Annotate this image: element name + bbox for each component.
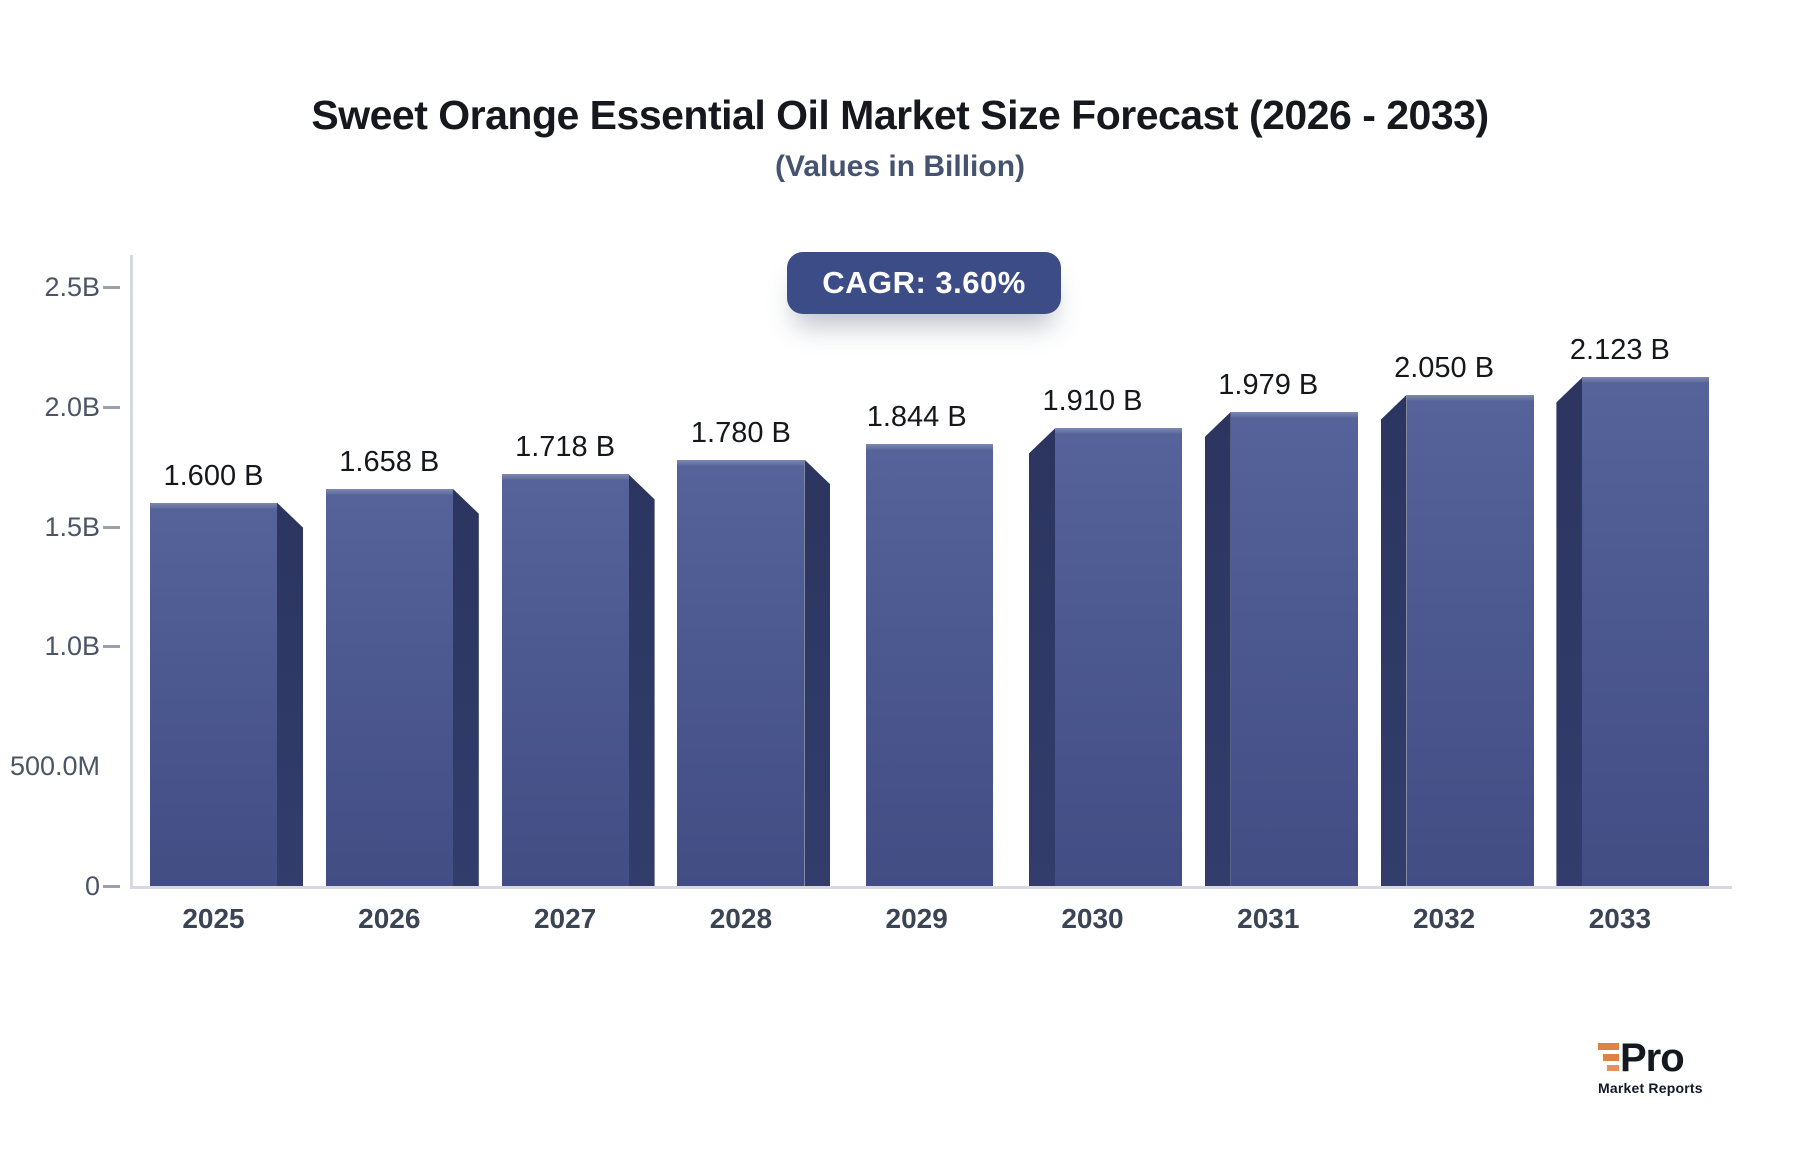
chart-title: Sweet Orange Essential Oil Market Size F… bbox=[311, 92, 1489, 138]
bar bbox=[1204, 411, 1358, 886]
bar bbox=[677, 459, 831, 886]
bar-face bbox=[1582, 377, 1710, 886]
logo-tagline: Market Reports bbox=[1598, 1080, 1703, 1096]
bar-value-label: 1.600 B bbox=[163, 459, 264, 492]
bar bbox=[325, 488, 479, 886]
y-tick-label: 1.5B bbox=[44, 511, 100, 542]
bar-face bbox=[866, 444, 994, 886]
chart-subtitle: (Values in Billion) bbox=[774, 150, 1026, 183]
bar-value-label: 1.979 B bbox=[1218, 368, 1319, 401]
bar-value-label: 2.123 B bbox=[1569, 334, 1670, 367]
x-tick-label: 2028 bbox=[709, 903, 773, 934]
x-tick-label: 2025 bbox=[182, 903, 245, 934]
bar-face bbox=[1230, 411, 1358, 886]
y-tick-dash bbox=[103, 525, 120, 529]
cagr-badge: CAGR: 3.60% bbox=[787, 252, 1061, 314]
x-tick-label: 2030 bbox=[1061, 903, 1124, 934]
bar-side bbox=[452, 488, 479, 886]
logo-bar-icon bbox=[1598, 1043, 1619, 1050]
bar-value-label: 1.910 B bbox=[1042, 385, 1143, 418]
bar-side bbox=[1556, 377, 1583, 886]
x-tick-label: 2032 bbox=[1412, 903, 1476, 934]
bar-side bbox=[1029, 428, 1055, 886]
x-tick-label: 2026 bbox=[358, 903, 421, 934]
bar-side bbox=[1380, 394, 1407, 886]
bar-value-label: 1.718 B bbox=[515, 431, 616, 464]
bar bbox=[150, 502, 303, 886]
bar-face bbox=[501, 474, 629, 886]
logo-bar-icon bbox=[1603, 1054, 1619, 1061]
y-tick-dash bbox=[103, 885, 120, 888]
bar-value-label: 1.780 B bbox=[690, 416, 791, 449]
bar-face bbox=[325, 488, 453, 886]
x-tick-label: 2029 bbox=[885, 903, 948, 934]
y-tick-label: 2.0B bbox=[44, 391, 100, 422]
bar-face bbox=[1406, 394, 1534, 886]
bar-face bbox=[677, 459, 805, 886]
x-tick-label: 2033 bbox=[1588, 903, 1652, 934]
y-tick-dash bbox=[103, 645, 120, 649]
y-tick-dash bbox=[103, 405, 120, 409]
bar-value-label: 1.658 B bbox=[339, 445, 440, 478]
logo-bars-icon bbox=[1598, 1043, 1619, 1071]
bar-side bbox=[277, 502, 303, 886]
y-tick-label: 0 bbox=[84, 871, 100, 901]
bar-face bbox=[1055, 428, 1182, 886]
bar bbox=[501, 474, 655, 886]
y-tick-label: 1.0B bbox=[44, 631, 100, 662]
bar-value-label: 2.050 B bbox=[1394, 351, 1495, 384]
logo-name: Pro bbox=[1620, 1036, 1685, 1080]
y-tick-dash bbox=[103, 286, 120, 289]
cagr-label: CAGR: 3.60% bbox=[822, 265, 1026, 300]
bar bbox=[1029, 428, 1182, 886]
bar-side bbox=[804, 459, 831, 886]
x-axis-line bbox=[130, 886, 1732, 889]
bar-side bbox=[628, 474, 655, 886]
x-tick-label: 2027 bbox=[533, 903, 597, 934]
bar bbox=[1556, 377, 1710, 886]
bar-face bbox=[150, 502, 277, 886]
bar bbox=[1380, 394, 1534, 886]
logo-bar-icon bbox=[1607, 1065, 1619, 1071]
logo: Pro Market Reports bbox=[1598, 1038, 1708, 1096]
x-tick-label: 2031 bbox=[1237, 903, 1300, 934]
y-axis-line bbox=[130, 255, 133, 889]
bar bbox=[853, 444, 1006, 886]
bar-value-label: 1.844 B bbox=[866, 401, 967, 434]
bar-side bbox=[1204, 411, 1231, 886]
y-tick-label: 500.0M bbox=[9, 751, 100, 782]
y-tick-label: 2.5B bbox=[44, 272, 100, 302]
